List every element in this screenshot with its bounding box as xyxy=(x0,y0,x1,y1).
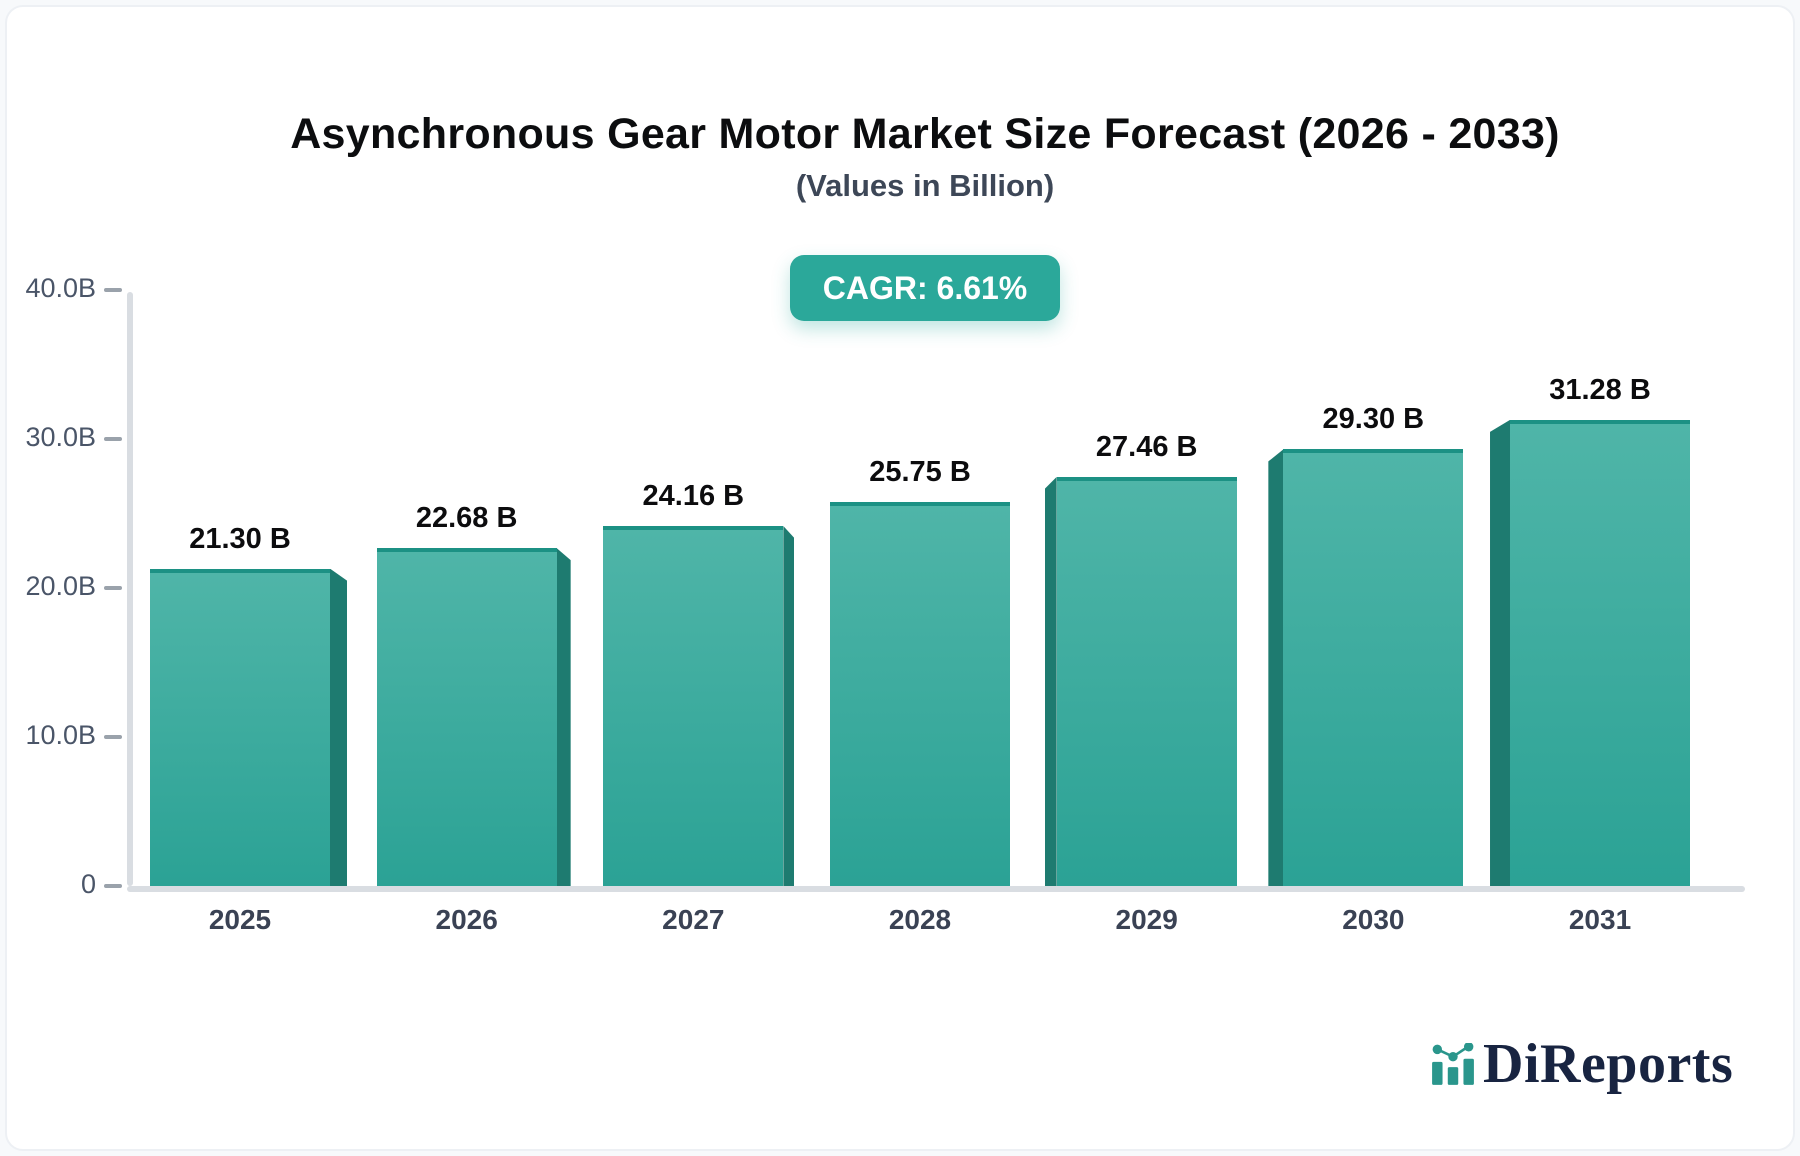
cagr-badge: CAGR: 6.61% xyxy=(790,255,1060,321)
y-tick-label: 40.0B xyxy=(25,273,96,303)
y-tick-label: 10.0B xyxy=(25,720,96,750)
x-axis-label: 2027 xyxy=(662,904,725,935)
bar-value-label: 21.30 B xyxy=(189,522,291,555)
x-axis-label: 2028 xyxy=(888,904,952,935)
x-axis-label: 2030 xyxy=(1342,904,1405,935)
y-axis-line xyxy=(127,292,133,886)
y-tick-label: 20.0B xyxy=(25,571,96,601)
y-tick-label: 30.0B xyxy=(25,422,96,452)
bar-side xyxy=(556,548,571,886)
bar-face xyxy=(830,502,1010,886)
bar-face xyxy=(1283,449,1464,886)
bar-face xyxy=(376,548,557,886)
y-tick-mark xyxy=(104,288,122,292)
bar-value-label: 25.75 B xyxy=(869,456,971,489)
y-tick-mark xyxy=(104,437,122,441)
bar-value-label: 24.16 B xyxy=(642,480,745,513)
y-tick-mark xyxy=(104,884,122,888)
x-axis-label: 2025 xyxy=(208,904,272,935)
bar-side xyxy=(1268,449,1284,886)
y-tick-mark xyxy=(104,735,122,739)
bar-value-label: 22.68 B xyxy=(415,502,518,535)
bar-value-label: 29.30 B xyxy=(1322,403,1425,436)
bar-face xyxy=(150,568,330,886)
bar-value-label: 31.28 B xyxy=(1549,373,1651,406)
y-tick-label: 0 xyxy=(80,869,96,899)
bar-value-label: 27.46 B xyxy=(1095,430,1198,463)
x-axis-label: 2031 xyxy=(1568,904,1632,935)
logo: DiReports xyxy=(1430,1028,1733,1100)
bar-chart-logo-icon xyxy=(1432,1043,1474,1085)
bar-face xyxy=(1056,476,1237,886)
x-axis-label: 2026 xyxy=(435,904,498,935)
x-axis-line xyxy=(127,886,1745,892)
bar-side xyxy=(783,526,795,886)
bar-side xyxy=(1490,419,1511,886)
bar-face xyxy=(603,526,784,886)
chart-title: Asynchronous Gear Motor Market Size Fore… xyxy=(290,110,1560,158)
x-axis-label: 2029 xyxy=(1115,904,1178,935)
bar-face xyxy=(1510,419,1691,886)
y-tick-mark xyxy=(104,586,122,590)
bar-side xyxy=(330,568,347,886)
chart-subtitle: (Values in Billion) xyxy=(795,168,1055,203)
bar-side xyxy=(1044,476,1057,886)
logo-text: DiReports xyxy=(1483,1033,1734,1095)
